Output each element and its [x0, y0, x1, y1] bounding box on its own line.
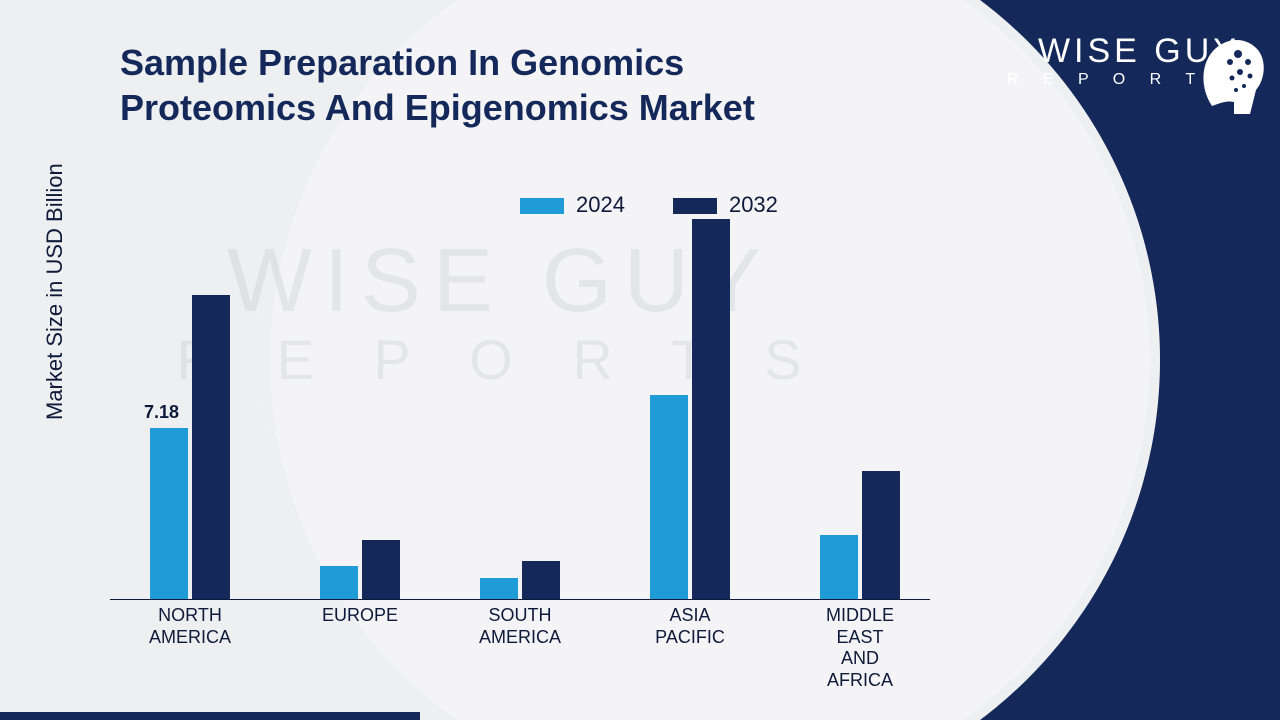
- x-tick-label: NORTHAMERICA: [120, 605, 260, 648]
- brand-line1: WISE GUY: [1007, 34, 1240, 68]
- legend-label-2032: 2032: [729, 192, 778, 217]
- bar-2024: [320, 566, 358, 599]
- x-tick-label: EUROPE: [290, 605, 430, 627]
- bar-2024: [150, 428, 188, 599]
- brand-logo: WISE GUY R E P O R T S: [1007, 34, 1240, 88]
- x-tick-label: ASIAPACIFIC: [620, 605, 760, 648]
- chart-title: Sample Preparation In Genomics Proteomic…: [120, 40, 840, 130]
- legend-label-2024: 2024: [576, 192, 625, 217]
- bar-2024: [650, 395, 688, 599]
- legend-item-2032: 2032: [673, 192, 778, 218]
- plot-area: 7.18: [110, 220, 930, 600]
- footer-accent: [0, 712, 420, 720]
- legend-item-2024: 2024: [520, 192, 625, 218]
- bar-pair: [650, 219, 730, 599]
- bar-2032: [522, 561, 560, 599]
- x-labels-row: NORTHAMERICA EUROPE SOUTHAMERICA ASIAPACIFI…: [110, 605, 930, 715]
- brand-line2: R E P O R T S: [1007, 72, 1240, 88]
- legend-swatch-2024: [520, 198, 564, 214]
- legend: 2024 2032: [520, 192, 778, 218]
- bar-pair: [820, 471, 900, 599]
- y-axis-label: Market Size in USD Billion: [42, 163, 68, 420]
- bar-2024: [820, 535, 858, 599]
- bar-2032: [692, 219, 730, 599]
- bar-pair: [320, 540, 400, 599]
- bar-pair: [150, 295, 230, 599]
- x-axis: [110, 599, 930, 600]
- legend-swatch-2032: [673, 198, 717, 214]
- bar-2032: [192, 295, 230, 599]
- x-tick-label: SOUTHAMERICA: [450, 605, 590, 648]
- bar-pair: [480, 561, 560, 599]
- value-label: 7.18: [144, 402, 179, 423]
- chart-card: WISE GUY R E P O R T S Sample Preparatio…: [0, 0, 1280, 720]
- bar-2032: [862, 471, 900, 599]
- bar-2032: [362, 540, 400, 599]
- x-tick-label: MIDDLEEASTANDAFRICA: [790, 605, 930, 691]
- bar-2024: [480, 578, 518, 599]
